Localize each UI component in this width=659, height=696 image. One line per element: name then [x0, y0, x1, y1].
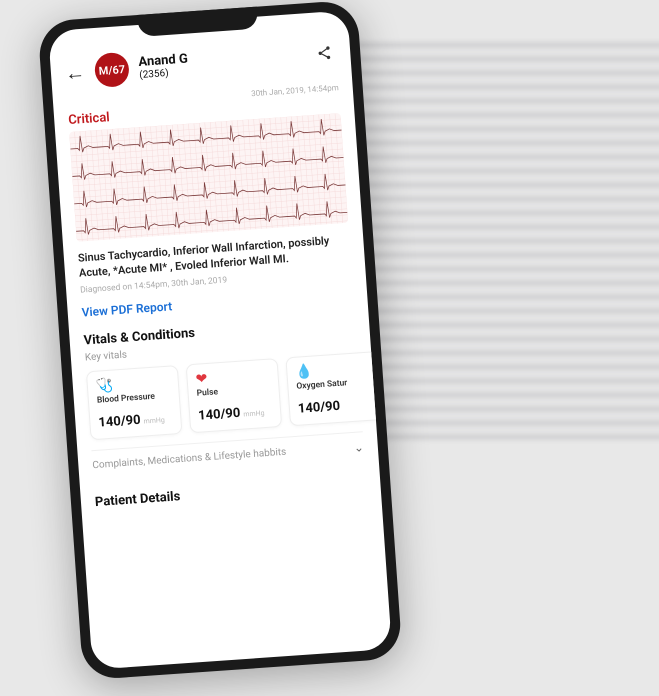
vital-unit: [343, 403, 344, 411]
back-button[interactable]: ←: [64, 59, 86, 85]
patient-details-title: Patient Details: [94, 476, 366, 510]
patient-avatar[interactable]: M/67: [94, 52, 130, 88]
vital-value: 140/90: [297, 398, 340, 416]
expand-label: Complaints, Medications & Lifestyle habb…: [92, 447, 287, 472]
phone-frame: ← M/67 Anand G (2356) 30th J: [37, 0, 402, 680]
vital-value: 140/90: [98, 412, 141, 430]
patient-name-block[interactable]: Anand G (2356): [138, 44, 303, 81]
header-bar: ← M/67 Anand G (2356): [64, 37, 338, 90]
chevron-down-icon: ⌄: [353, 440, 364, 455]
vital-unit: mmHg: [243, 409, 265, 418]
vitals-row[interactable]: 🩺Blood Pressure140/90mmHg❤Pulse140/90mmH…: [86, 352, 362, 440]
vital-card[interactable]: 🩺Blood Pressure140/90mmHg: [86, 365, 183, 440]
expand-complaints-row[interactable]: Complaints, Medications & Lifestyle habb…: [91, 431, 364, 481]
vital-card[interactable]: 💧Oxygen Satur140/90: [285, 351, 382, 426]
avatar-label: M/67: [98, 62, 125, 77]
vital-unit: mmHg: [143, 416, 165, 425]
vital-value: 140/90: [198, 405, 241, 423]
share-button[interactable]: [311, 40, 337, 70]
ecg-chart[interactable]: [69, 113, 348, 242]
app-screen: ← M/67 Anand G (2356) 30th J: [48, 10, 392, 669]
share-icon: [316, 44, 333, 61]
vital-card[interactable]: ❤Pulse140/90mmHg: [186, 358, 283, 433]
